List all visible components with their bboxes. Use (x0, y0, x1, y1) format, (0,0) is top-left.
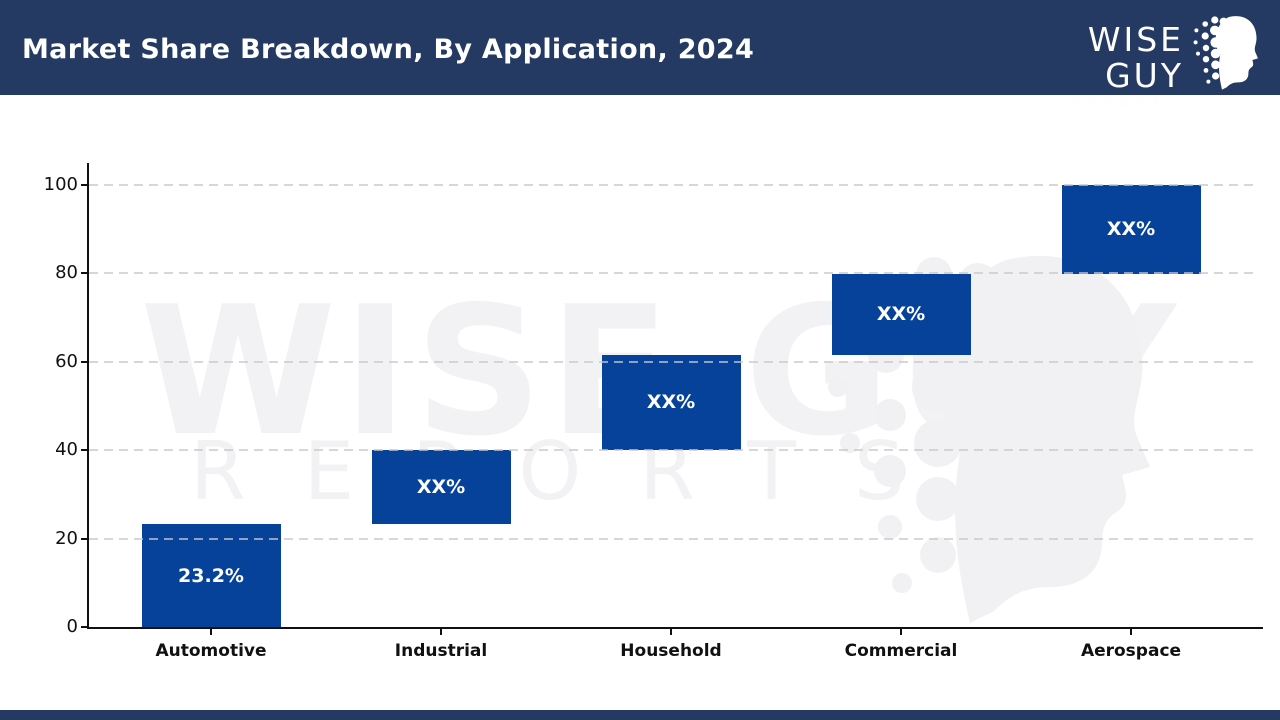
bar-household: XX% (601, 355, 741, 450)
y-axis-spine (87, 163, 89, 629)
x-tick-commercial (900, 629, 902, 635)
y-tick-label-80: 80 (55, 262, 78, 284)
gridline-60 (89, 360, 1258, 363)
chart-plot-area: 0 20 40 60 80 100 23.2% Automotive XX% Industrial… (0, 95, 1280, 710)
bar-value-label: 23.2% (178, 564, 244, 587)
header-bar: Market Share Breakdown, By Application, … (0, 0, 1280, 110)
y-tick-20 (81, 537, 87, 540)
watermark-subtext: REPORTS (190, 425, 963, 518)
footer-bar (0, 710, 1280, 720)
bar-value-label: XX% (646, 391, 696, 414)
category-label-industrial: Industrial (394, 641, 488, 661)
gridline-100 (89, 184, 1258, 186)
category-label-commercial: Commercial (844, 641, 958, 661)
logo-wordmark: WISE GUY (1087, 20, 1184, 95)
logo-subtext: REPORTS (1072, 96, 1184, 110)
category-label-automotive: Automotive (155, 641, 267, 661)
x-tick-automotive (210, 629, 212, 635)
gridline-80 (89, 272, 1258, 275)
y-tick-label-60: 60 (55, 350, 78, 372)
bar-value-label: XX% (876, 303, 926, 326)
category-label-household: Household (620, 641, 722, 661)
y-tick-0 (81, 626, 87, 628)
wiseguy-head-icon (1182, 12, 1262, 92)
logo-text: WISE GUY REPORTS (1002, 20, 1184, 111)
y-tick-80 (81, 272, 87, 275)
gridline-40 (89, 449, 1258, 452)
bar-aerospace: XX% (1061, 185, 1201, 274)
bar-value-label: XX% (1106, 218, 1156, 241)
x-tick-household (670, 629, 672, 635)
y-tick-60 (81, 360, 87, 363)
category-label-aerospace: Aerospace (1080, 641, 1182, 661)
y-tick-100 (81, 184, 87, 186)
y-tick-40 (81, 449, 87, 452)
x-tick-industrial (440, 629, 442, 635)
wiseguy-logo: WISE GUY REPORTS (1002, 6, 1262, 110)
y-tick-label-20: 20 (55, 527, 78, 549)
y-tick-label-100: 100 (43, 174, 78, 195)
page-title: Market Share Breakdown, By Application, … (22, 34, 755, 65)
y-tick-label-0: 0 (66, 616, 78, 637)
bar-value-label: XX% (416, 476, 466, 499)
y-tick-label-40: 40 (55, 439, 78, 461)
gridline-20 (89, 537, 1258, 540)
bar-automotive: 23.2% (141, 524, 281, 627)
bar-industrial: XX% (371, 449, 511, 525)
x-axis-spine (87, 627, 1263, 629)
x-tick-aerospace (1130, 629, 1132, 635)
bar-commercial: XX% (831, 273, 971, 356)
